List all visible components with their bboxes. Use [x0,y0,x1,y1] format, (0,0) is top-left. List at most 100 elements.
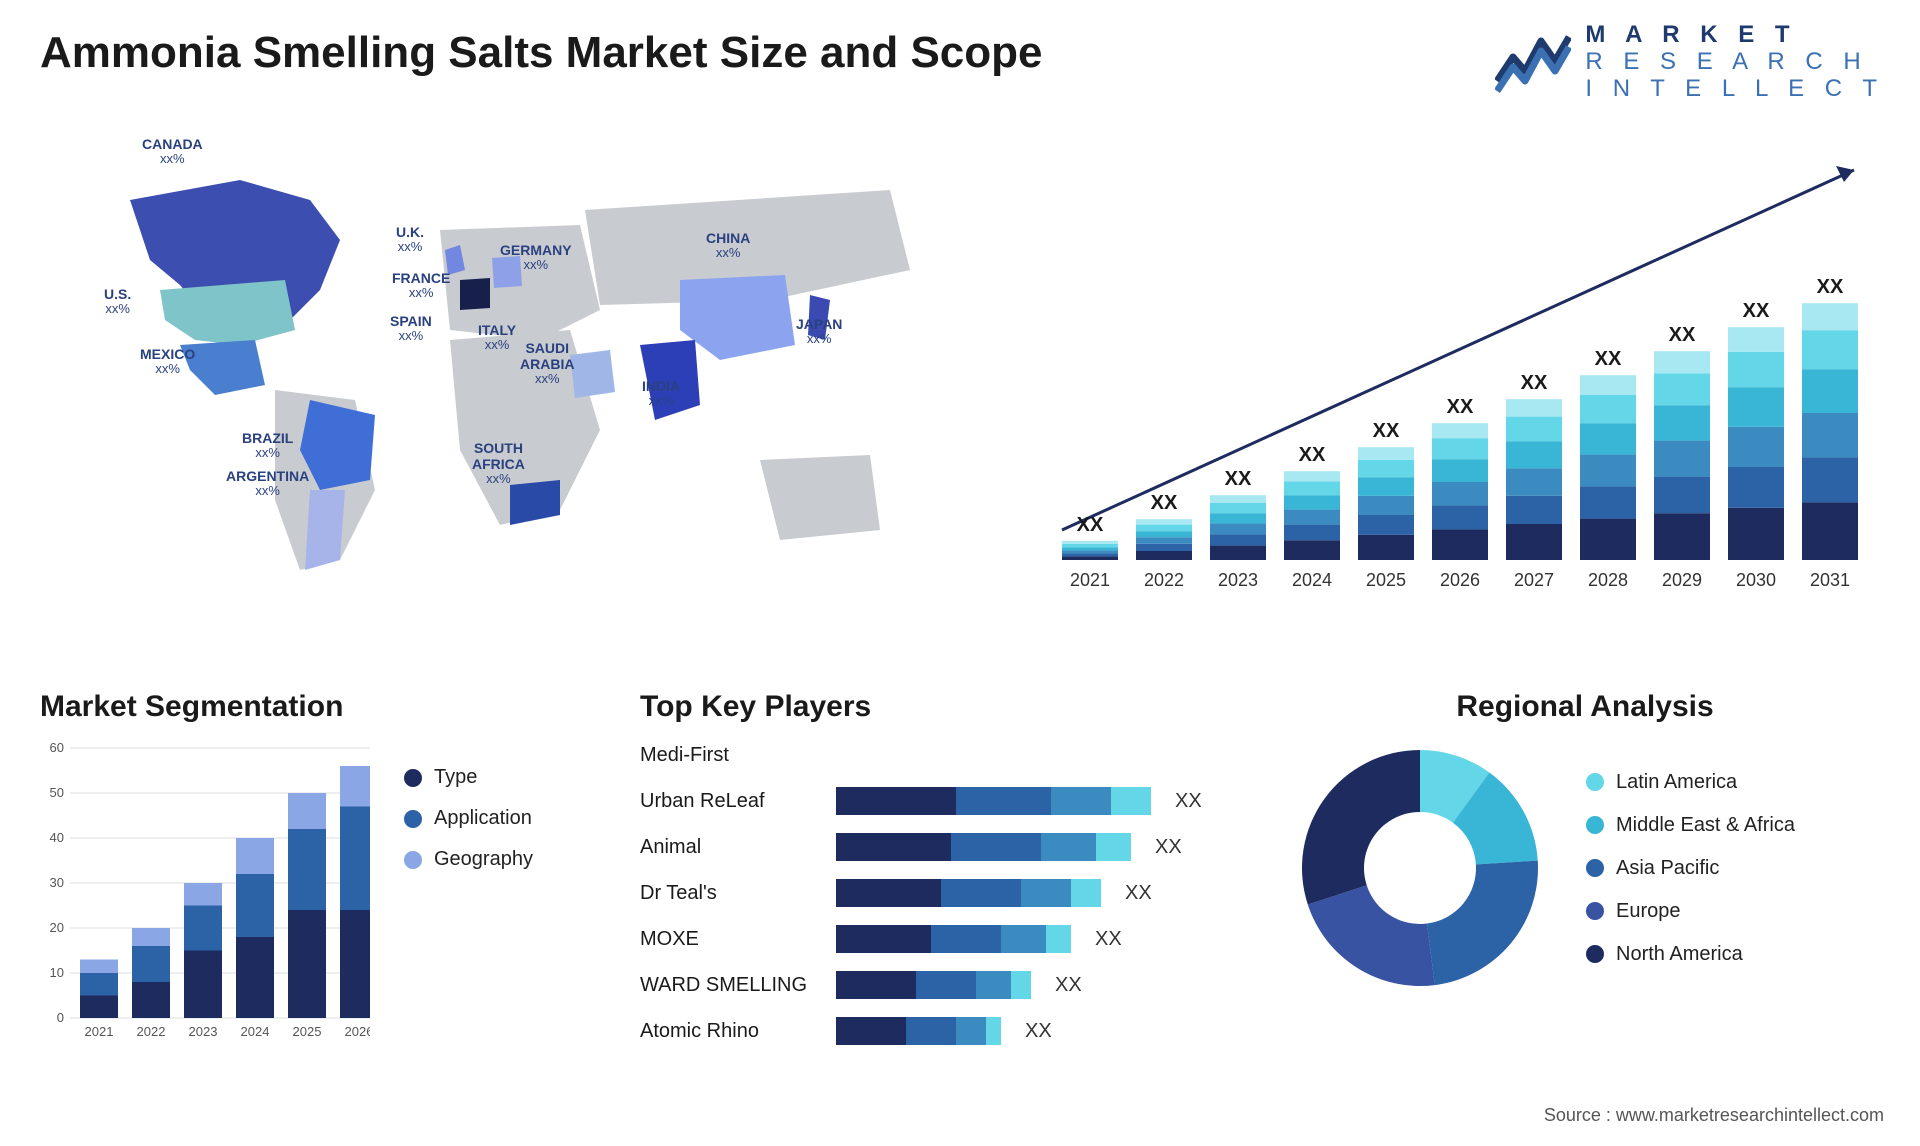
logo-mark-icon [1495,29,1571,95]
growth-bar-seg [1580,519,1636,560]
player-label: Urban ReLeaf [640,790,820,813]
players-panel: Top Key Players Medi-First Urban ReLeaf XX… [640,690,1260,1060]
growth-year-label: 2029 [1662,570,1702,590]
player-value: XX [1175,790,1202,813]
regional-legend: Latin AmericaMiddle East & AfricaAsia Pa… [1586,771,1795,966]
regional-donut-svg [1290,738,1550,998]
player-bar-seg [836,787,956,815]
growth-bar-seg [1802,330,1858,369]
player-bar-seg [976,971,1011,999]
map-region-france [460,278,490,310]
seg-y-tick: 40 [50,830,64,845]
growth-chart-panel: XX2021XX2022XX2023XX2024XX2025XX2026XX20… [1054,140,1884,620]
seg-bar-seg [340,766,370,807]
growth-bar-seg [1580,395,1636,423]
player-label: WARD SMELLING [640,974,820,997]
seg-bar-seg [236,937,274,1018]
growth-bar-value: XX [1521,372,1548,394]
regional-legend-item: North America [1586,943,1795,966]
world-map-panel: CANADAxx%U.S.xx%MEXICOxx%BRAZILxx%ARGENT… [40,130,940,630]
legend-label: Europe [1616,900,1681,923]
players-title: Top Key Players [640,690,1260,724]
player-bar-seg [1046,925,1071,953]
player-bar-seg [836,879,941,907]
player-row: Urban ReLeaf XX [640,784,1260,818]
growth-bar-value: XX [1151,492,1178,514]
legend-label: Middle East & Africa [1616,814,1795,837]
seg-y-tick: 60 [50,740,64,755]
page-title: Ammonia Smelling Salts Market Size and S… [40,28,1043,78]
logo-line-2: R E S E A R C H [1585,49,1884,76]
map-label-spain: SPAINxx% [390,313,432,344]
player-bar-seg [836,971,916,999]
growth-year-label: 2023 [1218,570,1258,590]
player-bar [836,879,1101,907]
legend-swatch-icon [1586,816,1604,834]
growth-bar-seg [1136,544,1192,551]
growth-year-label: 2027 [1514,570,1554,590]
growth-bar-seg [1136,519,1192,524]
player-row: WARD SMELLINGXX [640,968,1260,1002]
growth-bar-seg [1506,468,1562,496]
growth-bar-value: XX [1373,420,1400,442]
seg-y-tick: 10 [50,965,64,980]
growth-bar-seg [1432,529,1488,560]
growth-bar-seg [1580,486,1636,518]
growth-bar-seg [1654,373,1710,405]
growth-bar-seg [1062,547,1118,550]
growth-bar-seg [1062,544,1118,548]
growth-bar-seg [1136,531,1192,537]
growth-bar-seg [1136,551,1192,560]
legend-swatch-icon [1586,902,1604,920]
player-bar-seg [836,833,951,861]
player-row: Medi-First [640,738,1260,772]
growth-bar-seg [1210,513,1266,523]
brand-logo: M A R K E T R E S E A R C H I N T E L L … [1495,22,1884,103]
seg-year-label: 2025 [293,1024,322,1039]
seg-legend-item: Geography [404,848,533,871]
seg-year-label: 2024 [241,1024,270,1039]
donut-slice [1308,885,1435,986]
seg-year-label: 2021 [85,1024,114,1039]
growth-bar-seg [1654,513,1710,560]
growth-bar-seg [1506,441,1562,468]
seg-bar-seg [132,946,170,982]
map-region-argentina [305,490,345,570]
map-region-australia_grey [760,455,880,540]
player-label: Atomic Rhino [640,1020,820,1043]
player-value: XX [1095,928,1122,951]
growth-year-label: 2030 [1736,570,1776,590]
seg-bar-seg [184,883,222,906]
growth-bar-seg [1358,496,1414,515]
seg-bar-seg [132,982,170,1018]
logo-line-1: M A R K E T [1585,22,1884,49]
growth-bar-seg [1284,510,1340,525]
growth-year-label: 2025 [1366,570,1406,590]
map-label-france: FRANCExx% [392,270,450,301]
seg-year-label: 2022 [137,1024,166,1039]
players-list: Medi-FirstUrban ReLeafXXAnimalXXDr Teal'… [640,738,1260,1048]
player-bar-seg [951,833,1041,861]
map-label-italy: ITALYxx% [478,322,516,353]
growth-bar-seg [1062,556,1118,560]
legend-label: Type [434,766,477,789]
growth-bar-seg [1432,505,1488,529]
player-bar-seg [916,971,976,999]
player-bar [836,971,1031,999]
seg-bar-seg [80,960,118,974]
growth-bar-seg [1358,535,1414,560]
growth-bar-seg [1506,399,1562,416]
player-bar-seg [956,1017,986,1045]
map-label-u-s-: U.S.xx% [104,286,131,317]
growth-bar-seg [1654,441,1710,477]
seg-bar-seg [132,928,170,946]
growth-bar-seg [1358,447,1414,460]
growth-bar-value: XX [1743,300,1770,322]
player-bar-seg [1001,925,1046,953]
legend-swatch-icon [1586,945,1604,963]
player-bar [836,787,1151,815]
growth-bar-seg [1802,413,1858,457]
logo-text: M A R K E T R E S E A R C H I N T E L L … [1585,22,1884,103]
growth-chart-svg: XX2021XX2022XX2023XX2024XX2025XX2026XX20… [1054,140,1884,620]
map-label-argentina: ARGENTINAxx% [226,468,309,499]
